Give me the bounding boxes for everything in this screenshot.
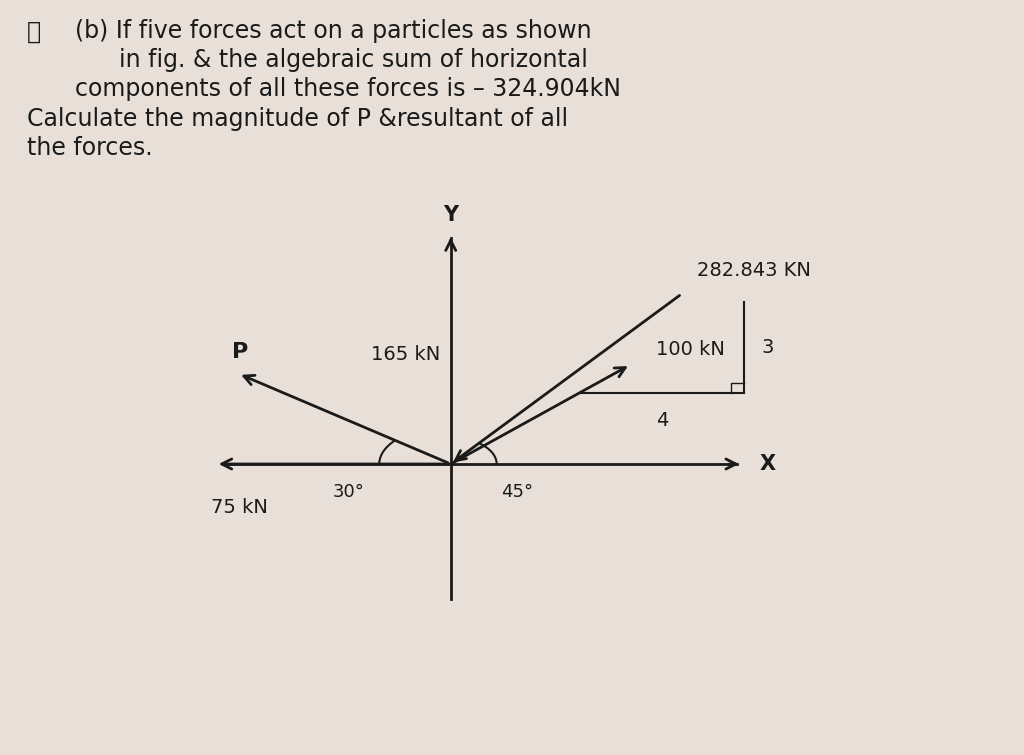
- Text: Ⓐ: Ⓐ: [27, 20, 41, 45]
- Text: 45°: 45°: [501, 482, 534, 501]
- Text: 100 kN: 100 kN: [656, 341, 725, 359]
- Text: 3: 3: [762, 338, 774, 357]
- Text: Calculate the magnitude of P &resultant of all: Calculate the magnitude of P &resultant …: [27, 106, 568, 131]
- Text: 30°: 30°: [333, 482, 365, 501]
- Text: 75 kN: 75 kN: [211, 498, 267, 517]
- Text: 4: 4: [655, 411, 668, 430]
- Text: P: P: [232, 343, 249, 362]
- Text: Y: Y: [443, 205, 459, 225]
- Text: 282.843 KN: 282.843 KN: [697, 261, 811, 280]
- Text: the forces.: the forces.: [27, 136, 153, 160]
- Text: 165 kN: 165 kN: [372, 346, 440, 365]
- Text: in fig. & the algebraic sum of horizontal: in fig. & the algebraic sum of horizonta…: [119, 48, 588, 72]
- Text: (b) If five forces act on a particles as shown: (b) If five forces act on a particles as…: [75, 19, 592, 43]
- Text: components of all these forces is – 324.904kN: components of all these forces is – 324.…: [75, 77, 621, 101]
- Text: X: X: [759, 454, 775, 474]
